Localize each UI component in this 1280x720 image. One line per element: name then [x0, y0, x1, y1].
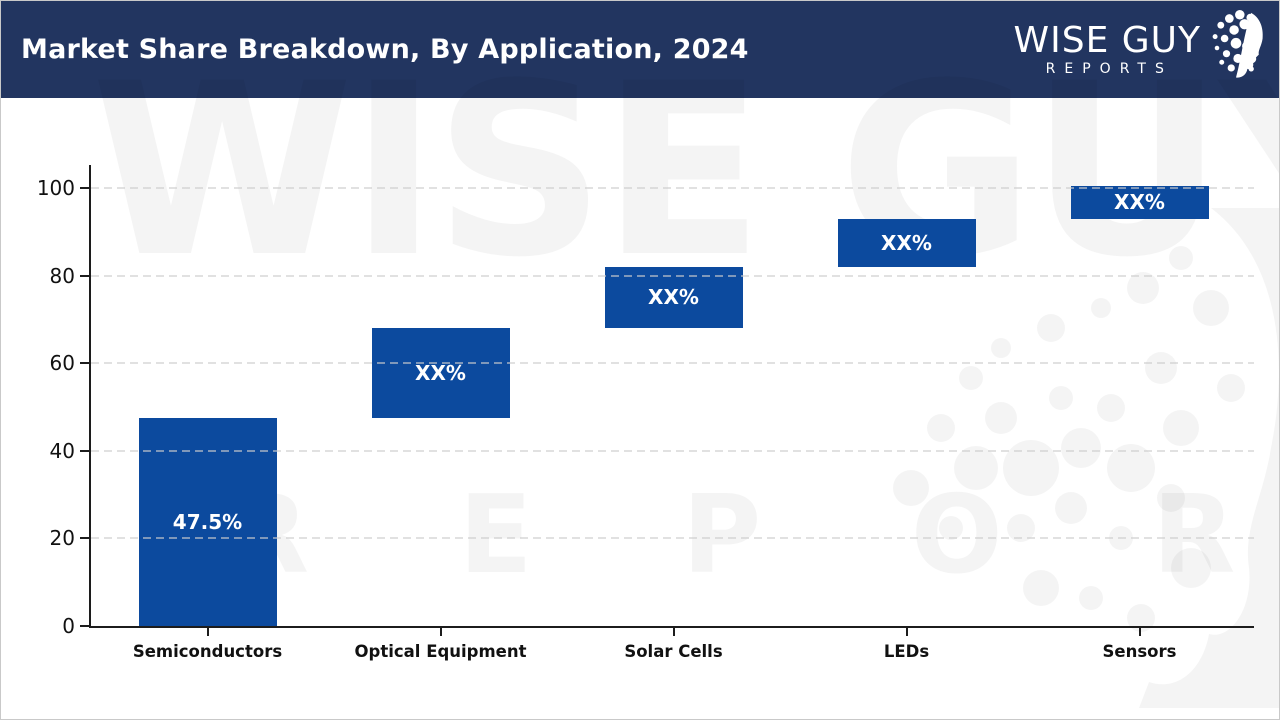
- y-axis-tick-60: [80, 362, 89, 365]
- bar-value-label: XX%: [415, 361, 466, 386]
- y-axis-tick-40: [80, 449, 89, 452]
- x-axis-tick-0: [206, 628, 209, 636]
- x-axis-category-label-3: LEDs: [883, 642, 930, 661]
- bar-value-label: XX%: [648, 285, 699, 310]
- logo-secondary-text: REPORTS: [1045, 61, 1173, 77]
- x-axis-category-label-4: Sensors: [1102, 642, 1177, 661]
- page-title: Market Share Breakdown, By Application, …: [21, 34, 749, 65]
- bar-value-label: 47.5%: [172, 509, 243, 534]
- gridline-20: [91, 537, 1254, 540]
- x-axis-tick-4: [1138, 628, 1141, 636]
- x-axis-tick-2: [672, 628, 675, 636]
- bar-optical-equipment: XX%: [371, 328, 510, 418]
- logo-primary-text: WISE GUY: [1013, 20, 1201, 61]
- x-axis-tick-1: [439, 628, 442, 636]
- plot-region: 0 20 40 60 80 100 47.5% Semiconductors XX% Optica…: [37, 165, 1254, 661]
- x-axis-tick-3: [905, 628, 908, 636]
- x-axis-category-label-2: Solar Cells: [624, 642, 723, 661]
- x-axis-category-label-1: Optical Equipment: [354, 642, 527, 661]
- y-axis-tick-0: [80, 625, 89, 627]
- bar-value-label: XX%: [881, 230, 932, 255]
- y-axis-tick-label-80: 80: [49, 263, 75, 288]
- y-axis-tick-label-20: 20: [49, 526, 75, 551]
- chart-area: WISE GUY R E P O R T S: [1, 33, 1279, 719]
- x-axis-category-label-0: Semiconductors: [132, 642, 283, 661]
- y-axis-tick-80: [80, 274, 89, 277]
- y-axis-tick-20: [80, 537, 89, 540]
- y-axis-tick-label-100: 100: [36, 175, 75, 200]
- wise-guy-head-icon: [1207, 9, 1265, 90]
- bar-solar-cells: XX%: [604, 266, 743, 329]
- wise-guy-logo: WISE GUY REPORTS: [1013, 9, 1266, 90]
- gridline-60: [91, 362, 1254, 365]
- y-axis-tick-label-0: 0: [62, 614, 75, 638]
- gridline-80: [91, 274, 1254, 277]
- gridline-40: [91, 449, 1254, 452]
- bar-semiconductors: 47.5%: [138, 417, 277, 626]
- bar-value-label: XX%: [1114, 190, 1165, 215]
- logo-text: WISE GUY REPORTS: [1013, 20, 1202, 77]
- y-axis-tick-label-60: 60: [49, 351, 75, 376]
- gridline-100: [91, 186, 1254, 189]
- y-axis-tick-label-40: 40: [49, 438, 75, 463]
- header: Market Share Breakdown, By Application, …: [1, 1, 1279, 98]
- bar-leds: XX%: [837, 218, 976, 267]
- bar-sensors: XX%: [1070, 185, 1209, 219]
- y-axis-tick-100: [80, 186, 89, 189]
